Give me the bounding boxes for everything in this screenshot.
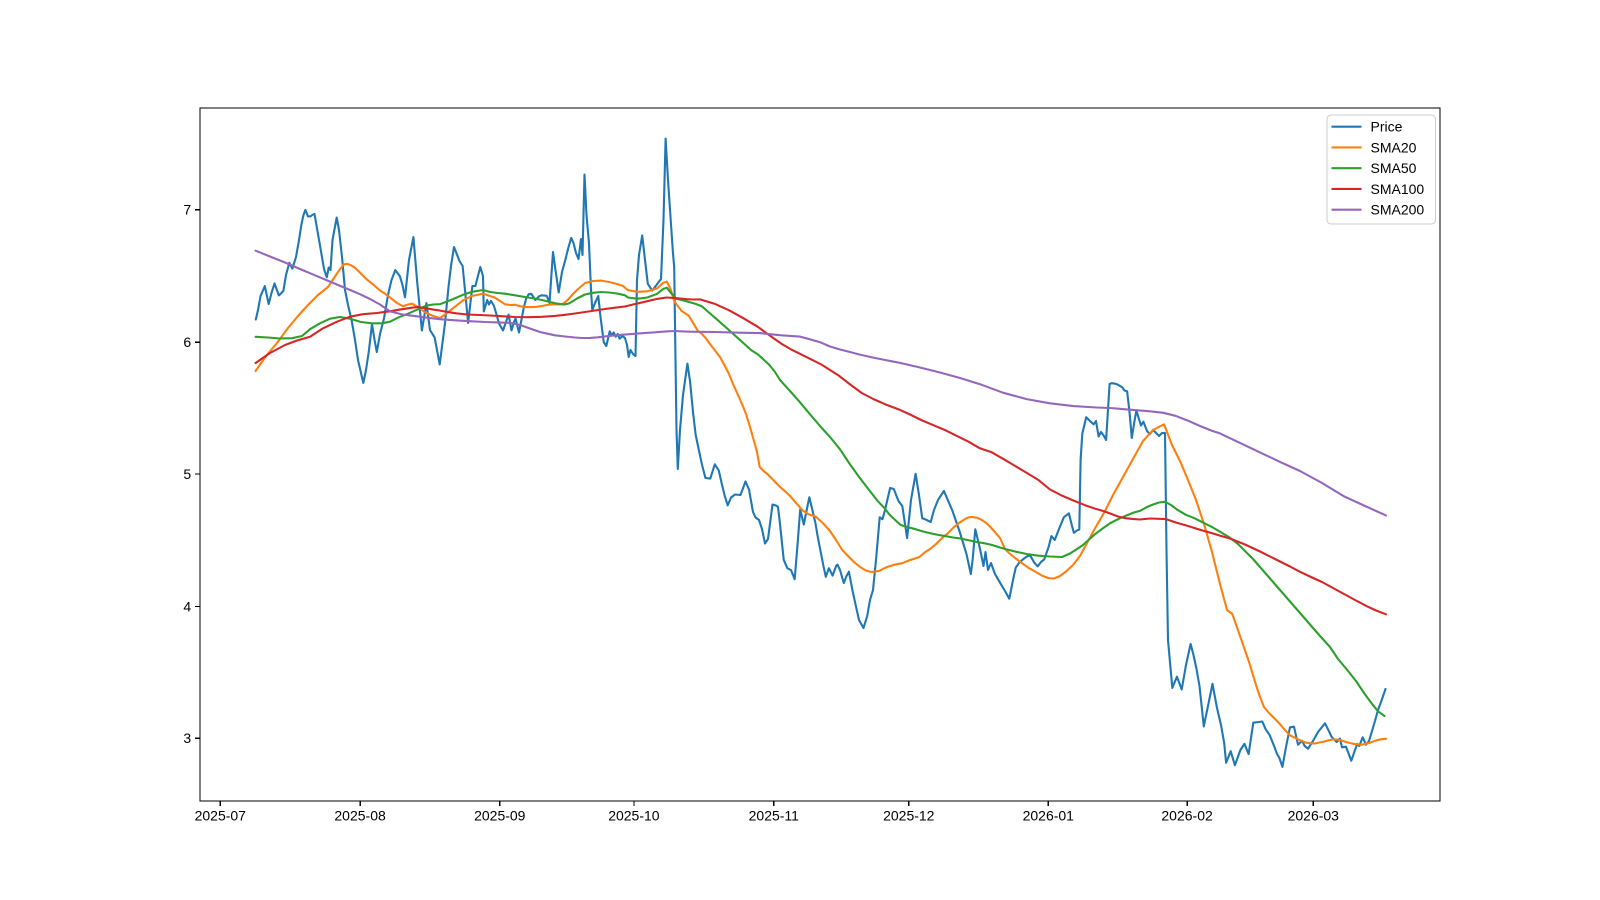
svg-text:6: 6 (183, 334, 191, 350)
svg-text:4: 4 (183, 598, 191, 614)
svg-text:2026-01: 2026-01 (1023, 808, 1075, 824)
svg-text:SMA200: SMA200 (1371, 202, 1425, 218)
svg-text:2026-03: 2026-03 (1288, 808, 1340, 824)
svg-text:7: 7 (183, 202, 191, 218)
svg-text:2025-07: 2025-07 (195, 808, 247, 824)
svg-text:2025-09: 2025-09 (474, 808, 526, 824)
svg-text:2025-12: 2025-12 (883, 808, 935, 824)
svg-text:2026-02: 2026-02 (1161, 808, 1213, 824)
svg-text:SMA100: SMA100 (1371, 181, 1425, 197)
svg-text:2025-08: 2025-08 (334, 808, 386, 824)
svg-text:Price: Price (1371, 119, 1403, 135)
svg-text:SMA50: SMA50 (1371, 160, 1417, 176)
svg-text:5: 5 (183, 466, 191, 482)
svg-text:2025-10: 2025-10 (608, 808, 660, 824)
svg-text:3: 3 (183, 730, 191, 746)
svg-text:SMA20: SMA20 (1371, 139, 1417, 155)
svg-text:2025-11: 2025-11 (749, 808, 800, 824)
